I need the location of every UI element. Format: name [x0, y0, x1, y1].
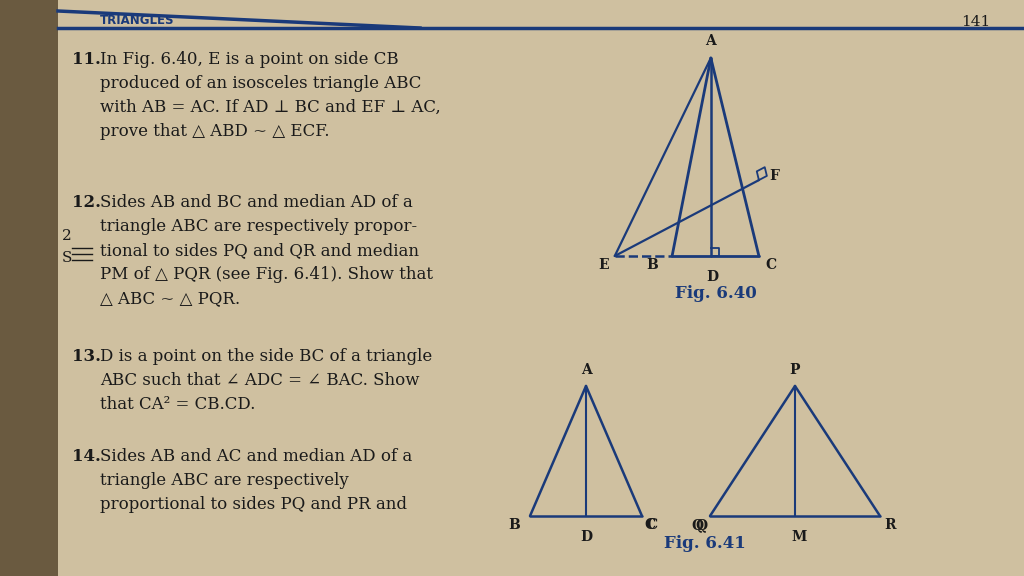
Text: Sides AB and BC and median AD of a
triangle ABC are respectively propor-
tional : Sides AB and BC and median AD of a trian…: [100, 194, 433, 308]
Text: B: B: [508, 518, 520, 532]
Text: C: C: [644, 518, 655, 532]
Text: Q: Q: [692, 518, 705, 532]
Text: E: E: [598, 258, 608, 272]
Text: Fig. 6.40: Fig. 6.40: [675, 285, 757, 302]
Text: A: A: [581, 363, 592, 377]
Text: S: S: [62, 251, 73, 265]
Text: Sides AB and AC and median AD of a
triangle ABC are respectively
proportional to: Sides AB and AC and median AD of a trian…: [100, 448, 413, 513]
Text: C: C: [765, 258, 776, 272]
Text: R: R: [884, 518, 896, 532]
Text: D: D: [707, 270, 719, 284]
Text: P: P: [790, 363, 800, 377]
Text: 13.: 13.: [72, 348, 101, 365]
FancyBboxPatch shape: [0, 0, 58, 576]
Text: B: B: [646, 258, 658, 272]
Text: 141: 141: [961, 15, 990, 29]
Text: 11.: 11.: [72, 51, 101, 68]
Text: D is a point on the side BC of a triangle
ABC such that ∠ ADC = ∠ BAC. Show
that: D is a point on the side BC of a triangl…: [100, 348, 432, 414]
Text: Fig. 6.41: Fig. 6.41: [665, 535, 745, 552]
Text: 2: 2: [62, 229, 72, 243]
Text: In Fig. 6.40, E is a point on side CB
produced of an isosceles triangle ABC
with: In Fig. 6.40, E is a point on side CB pr…: [100, 51, 440, 141]
Text: TRIANGLES: TRIANGLES: [100, 13, 174, 26]
Text: D: D: [580, 530, 592, 544]
FancyBboxPatch shape: [58, 0, 1024, 576]
Text: 14.: 14.: [72, 448, 101, 465]
Text: 12.: 12.: [72, 194, 101, 211]
Text: F: F: [769, 169, 779, 183]
Text: M: M: [792, 530, 807, 544]
Text: C: C: [646, 518, 657, 532]
Text: A: A: [706, 34, 716, 48]
Text: Q: Q: [696, 518, 708, 532]
